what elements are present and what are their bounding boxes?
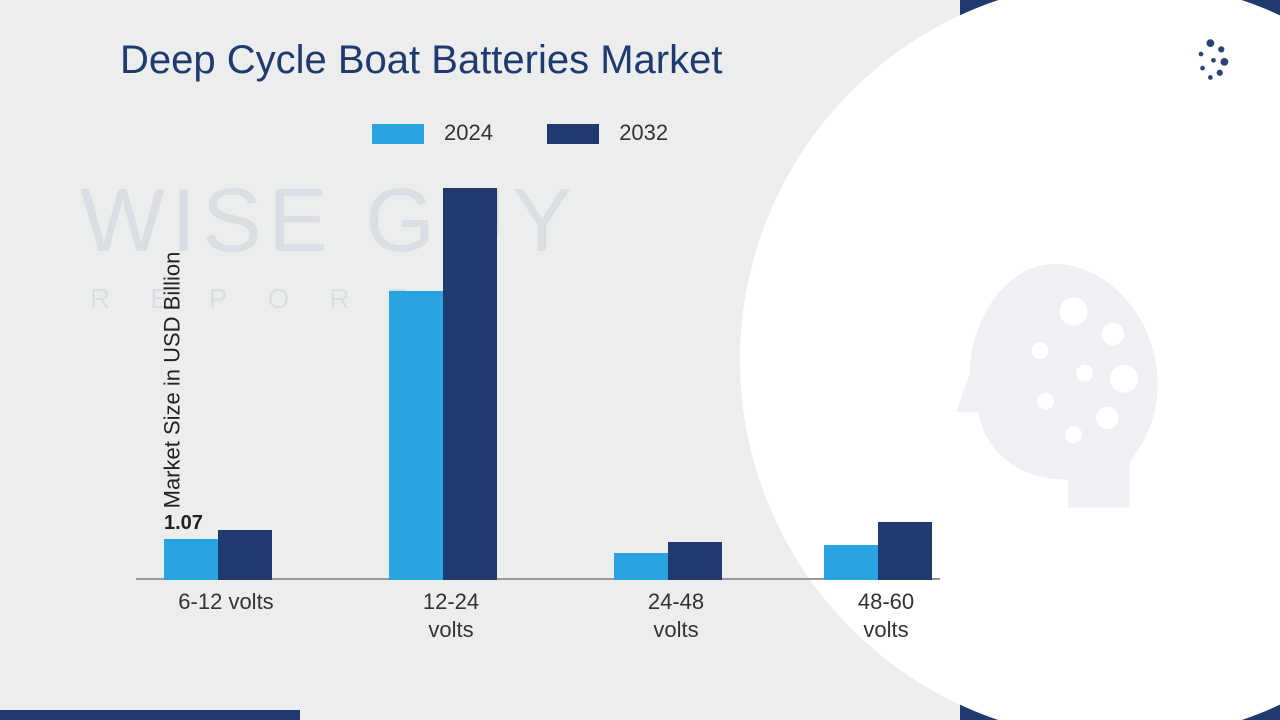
bar-group: 12-24volts xyxy=(371,176,531,580)
chart-title: Deep Cycle Boat Batteries Market xyxy=(120,38,722,83)
brand-logo-subtext: REPORTS xyxy=(1066,64,1240,80)
bar-2024 xyxy=(389,291,443,580)
bar-group: 1.076-12 volts xyxy=(146,176,306,580)
legend-item-2032: 2032 xyxy=(547,120,668,146)
bar-2032 xyxy=(443,188,497,580)
bottom-strip xyxy=(0,710,300,720)
legend-label-2024: 2024 xyxy=(444,120,493,145)
bar-2032 xyxy=(878,522,932,580)
bar-2024 xyxy=(164,539,218,580)
category-label: 6-12 volts xyxy=(146,588,306,616)
category-label: 24-48volts xyxy=(596,588,756,643)
plot-area: 1.076-12 volts12-24volts24-48volts48-60v… xyxy=(136,176,940,580)
bar-2032 xyxy=(218,530,272,580)
bar-group: 48-60volts xyxy=(806,176,966,580)
chart-legend: 2024 2032 xyxy=(100,120,940,146)
bar-2024 xyxy=(824,545,878,580)
brand-logo: WISE GUY REPORTS xyxy=(1066,28,1240,80)
brand-logo-text: WISE GUY xyxy=(1066,28,1240,62)
infographic-canvas: WISE GUY REPORTS Deep Cycle Boat Batteri… xyxy=(0,0,1280,720)
legend-label-2032: 2032 xyxy=(619,120,668,145)
bar-2032 xyxy=(668,542,722,580)
legend-item-2024: 2024 xyxy=(372,120,493,146)
bar-chart: 2024 2032 Market Size in USD Billion 1.0… xyxy=(100,120,940,640)
bar-2024 xyxy=(614,553,668,580)
legend-swatch-2032 xyxy=(547,124,599,144)
bar-value-label: 1.07 xyxy=(164,512,203,535)
bar-group: 24-48volts xyxy=(596,176,756,580)
category-label: 12-24volts xyxy=(371,588,531,643)
legend-swatch-2024 xyxy=(372,124,424,144)
category-label: 48-60volts xyxy=(806,588,966,643)
